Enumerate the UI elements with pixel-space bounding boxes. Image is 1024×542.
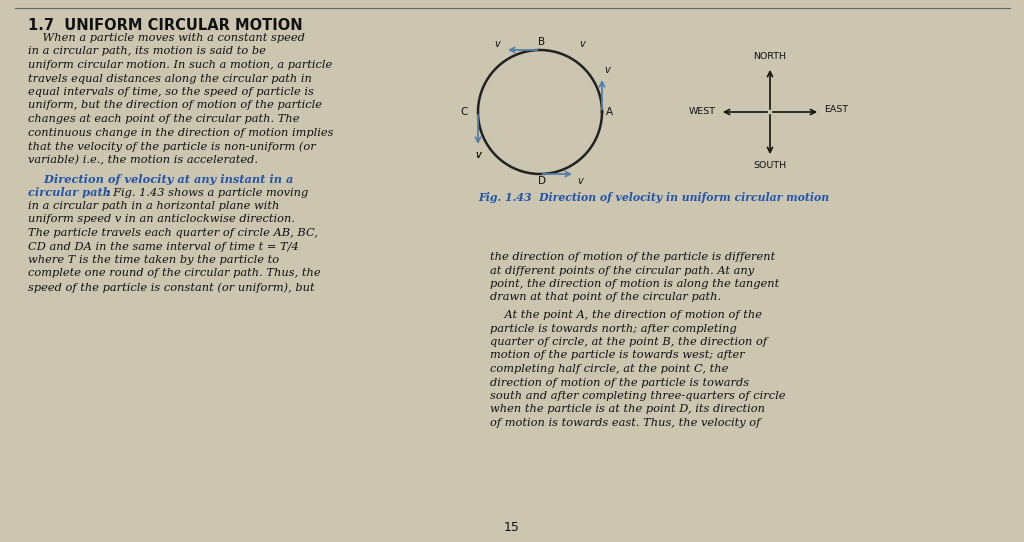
Text: C: C [461,107,468,117]
Text: completing half circle, at the point C, the: completing half circle, at the point C, … [490,364,728,374]
Text: Fig. 1.43  Direction of velocity in uniform circular motion: Fig. 1.43 Direction of velocity in unifo… [478,192,829,203]
Text: Direction of velocity at any instant in a: Direction of velocity at any instant in … [28,174,293,185]
Text: The particle travels each quarter of circle AB, BC,: The particle travels each quarter of cir… [28,228,318,238]
Text: When a particle moves with a constant speed: When a particle moves with a constant sp… [28,33,305,43]
Text: drawn at that point of the circular path.: drawn at that point of the circular path… [490,293,721,302]
Text: motion of the particle is towards west; after: motion of the particle is towards west; … [490,351,744,360]
Text: speed of the particle is constant (or uniform), but: speed of the particle is constant (or un… [28,282,314,293]
Text: A: A [606,107,613,117]
Text: in a circular path in a horizontal plane with: in a circular path in a horizontal plane… [28,201,280,211]
Text: 15: 15 [504,521,520,534]
Text: At the point A, the direction of motion of the: At the point A, the direction of motion … [490,310,762,320]
Text: 1.7  UNIFORM CIRCULAR MOTION: 1.7 UNIFORM CIRCULAR MOTION [28,18,303,33]
Text: south and after completing three-quarters of circle: south and after completing three-quarter… [490,391,785,401]
Text: continuous change in the direction of motion implies: continuous change in the direction of mo… [28,127,334,138]
Text: v: v [604,65,609,75]
Text: v: v [577,176,583,186]
Text: NORTH: NORTH [754,52,786,61]
Text: equal intervals of time, so the speed of particle is: equal intervals of time, so the speed of… [28,87,314,97]
Text: variable) i.e., the motion is accelerated.: variable) i.e., the motion is accelerate… [28,154,258,165]
Text: EAST: EAST [824,106,848,114]
Text: B: B [539,37,546,47]
Text: CD and DA in the same interval of time t = T/4: CD and DA in the same interval of time t… [28,242,299,251]
Text: where T is the time taken by the particle to: where T is the time taken by the particl… [28,255,280,265]
Text: : Fig. 1.43 shows a particle moving: : Fig. 1.43 shows a particle moving [102,188,308,197]
Text: D: D [538,176,546,186]
Text: uniform speed v in an anticlockwise direction.: uniform speed v in an anticlockwise dire… [28,215,295,224]
Text: that the velocity of the particle is non-uniform (or: that the velocity of the particle is non… [28,141,315,152]
Text: particle is towards north; after completing: particle is towards north; after complet… [490,324,736,333]
Text: uniform, but the direction of motion of the particle: uniform, but the direction of motion of … [28,100,322,111]
Text: circular path: circular path [28,188,111,198]
Text: the direction of motion of the particle is different: the direction of motion of the particle … [490,252,775,262]
Text: WEST: WEST [689,107,716,117]
Text: in a circular path, its motion is said to be: in a circular path, its motion is said t… [28,47,266,56]
Text: v: v [475,150,480,160]
Text: of motion is towards east. Thus, the velocity of: of motion is towards east. Thus, the vel… [490,418,761,428]
Text: quarter of circle, at the point B, the direction of: quarter of circle, at the point B, the d… [490,337,767,347]
Text: when the particle is at the point D, its direction: when the particle is at the point D, its… [490,404,765,415]
Text: direction of motion of the particle is towards: direction of motion of the particle is t… [490,377,750,388]
Text: v: v [579,39,585,49]
Text: changes at each point of the circular path. The: changes at each point of the circular pa… [28,114,299,124]
Text: travels equal distances along the circular path in: travels equal distances along the circul… [28,74,312,83]
Text: uniform circular motion. In such a motion, a particle: uniform circular motion. In such a motio… [28,60,332,70]
Text: v: v [495,39,500,49]
Text: point, the direction of motion is along the tangent: point, the direction of motion is along … [490,279,779,289]
Text: SOUTH: SOUTH [754,161,786,170]
Text: at different points of the circular path. At any: at different points of the circular path… [490,266,754,275]
Text: v: v [475,150,480,160]
Text: complete one round of the circular path. Thus, the: complete one round of the circular path.… [28,268,321,279]
